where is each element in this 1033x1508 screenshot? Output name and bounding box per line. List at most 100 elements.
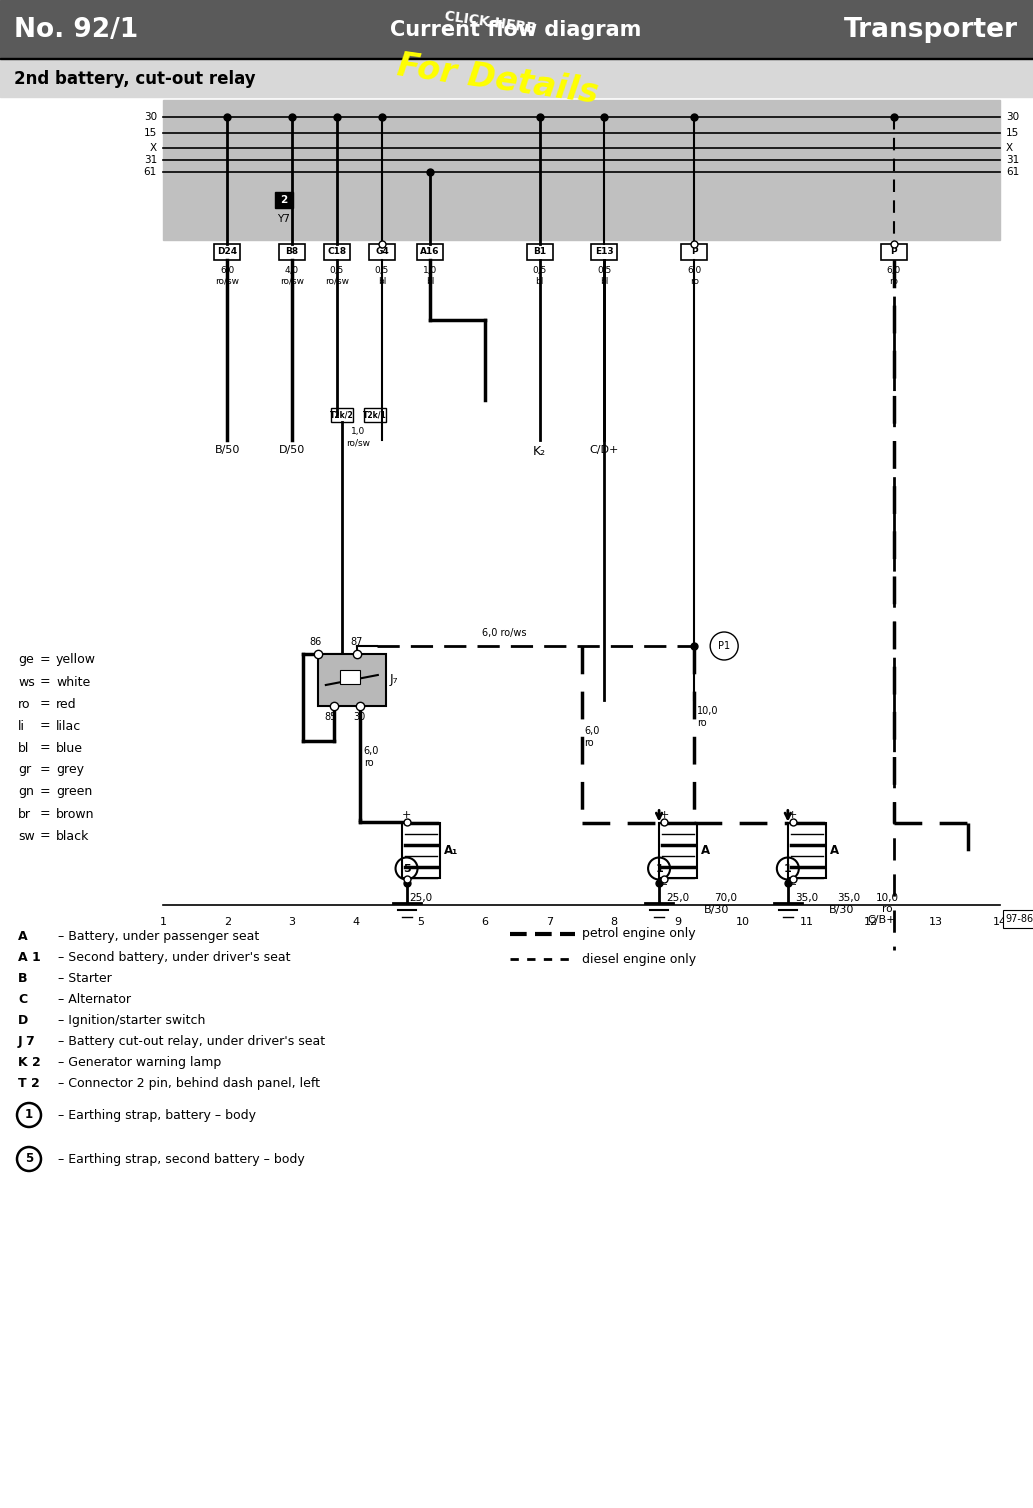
Text: 13: 13 xyxy=(929,917,943,927)
Bar xyxy=(417,244,443,259)
Text: Y7: Y7 xyxy=(277,214,290,225)
Text: gn: gn xyxy=(18,786,34,799)
Text: A: A xyxy=(18,930,28,942)
Bar xyxy=(527,244,553,259)
Bar xyxy=(331,409,353,422)
Text: B8: B8 xyxy=(285,247,299,256)
Bar xyxy=(279,244,305,259)
Bar xyxy=(591,244,617,259)
Text: C: C xyxy=(18,992,27,1006)
Text: 87: 87 xyxy=(350,636,363,647)
Text: 0,5: 0,5 xyxy=(533,265,546,274)
Text: 1: 1 xyxy=(655,864,663,873)
Bar xyxy=(402,822,439,878)
Text: No. 92/1: No. 92/1 xyxy=(14,17,138,44)
Text: – Ignition/starter switch: – Ignition/starter switch xyxy=(58,1013,206,1027)
Text: blue: blue xyxy=(56,742,83,754)
Text: ro: ro xyxy=(881,905,893,914)
Text: =: = xyxy=(40,698,51,710)
Text: lilac: lilac xyxy=(56,719,82,733)
Text: ro/sw: ro/sw xyxy=(324,277,349,287)
Text: 6,0: 6,0 xyxy=(886,265,901,274)
Text: C/D+: C/D+ xyxy=(590,445,619,455)
Text: ro/sw: ro/sw xyxy=(346,437,371,446)
Text: 1,0: 1,0 xyxy=(424,265,437,274)
Text: 25,0: 25,0 xyxy=(666,893,690,902)
Text: =: = xyxy=(40,829,51,843)
Bar xyxy=(275,192,292,208)
Text: ro: ro xyxy=(18,698,31,710)
Text: 61: 61 xyxy=(144,167,157,176)
Text: ro: ro xyxy=(364,759,374,768)
Text: 0,5: 0,5 xyxy=(375,265,389,274)
Text: – Earthing strap, battery – body: – Earthing strap, battery – body xyxy=(58,1108,256,1122)
Bar xyxy=(215,244,241,259)
Text: =: = xyxy=(40,653,51,667)
Text: grey: grey xyxy=(56,763,84,777)
Text: A₁: A₁ xyxy=(443,843,458,857)
Text: diesel engine only: diesel engine only xyxy=(582,953,696,965)
Text: A: A xyxy=(829,843,839,857)
Text: K₂: K₂ xyxy=(533,445,546,458)
Text: 6,0: 6,0 xyxy=(585,725,600,736)
Text: ge: ge xyxy=(18,653,34,667)
Text: B: B xyxy=(18,973,28,985)
Bar xyxy=(1003,909,1033,927)
Text: =: = xyxy=(40,719,51,733)
Text: 6,0: 6,0 xyxy=(220,265,234,274)
Text: =: = xyxy=(40,786,51,799)
Text: +: + xyxy=(659,810,668,820)
Text: – Starter: – Starter xyxy=(58,973,112,985)
Text: P: P xyxy=(890,247,897,256)
Text: +: + xyxy=(402,810,411,820)
Text: =: = xyxy=(40,742,51,754)
Bar xyxy=(788,822,825,878)
Text: red: red xyxy=(56,698,76,710)
Text: 3: 3 xyxy=(288,917,295,927)
Text: ro: ro xyxy=(690,277,698,287)
Text: 2: 2 xyxy=(280,195,287,205)
Text: 1: 1 xyxy=(25,1108,33,1122)
Text: 30: 30 xyxy=(353,712,366,722)
Text: bl: bl xyxy=(535,277,543,287)
Text: =: = xyxy=(40,807,51,820)
Bar xyxy=(681,244,708,259)
Text: 25,0: 25,0 xyxy=(409,893,432,902)
Text: 85: 85 xyxy=(324,712,337,722)
Text: K 2: K 2 xyxy=(18,1056,40,1069)
Text: –: – xyxy=(790,879,795,890)
Text: 0,5: 0,5 xyxy=(330,265,344,274)
Text: –: – xyxy=(661,879,667,890)
Bar xyxy=(881,244,907,259)
Text: gr: gr xyxy=(18,763,31,777)
Text: 6,0 ro/ws: 6,0 ro/ws xyxy=(482,627,527,638)
Text: ro: ro xyxy=(889,277,899,287)
Text: Transporter: Transporter xyxy=(844,17,1018,44)
Bar xyxy=(0,97,1033,905)
Text: P1: P1 xyxy=(718,641,730,651)
Text: 1,0: 1,0 xyxy=(351,427,366,436)
Text: B/30: B/30 xyxy=(703,905,728,915)
Text: G4: G4 xyxy=(375,247,388,256)
Text: 2: 2 xyxy=(224,917,231,927)
Text: 86: 86 xyxy=(310,636,322,647)
Text: Current flow diagram: Current flow diagram xyxy=(390,20,641,41)
Text: – Earthing strap, second battery – body: – Earthing strap, second battery – body xyxy=(58,1152,305,1166)
Text: bl: bl xyxy=(18,742,29,754)
Text: A16: A16 xyxy=(420,247,440,256)
Text: 11: 11 xyxy=(800,917,814,927)
Text: 30: 30 xyxy=(1006,112,1020,122)
Text: T 2: T 2 xyxy=(18,1077,39,1090)
Bar xyxy=(659,822,697,878)
Text: 4,0: 4,0 xyxy=(285,265,299,274)
Text: white: white xyxy=(56,676,90,689)
Text: 35,0: 35,0 xyxy=(838,893,860,902)
Text: black: black xyxy=(56,829,90,843)
Text: J 7: J 7 xyxy=(18,1034,36,1048)
Text: sw: sw xyxy=(18,829,35,843)
Text: – Generator warning lamp: – Generator warning lamp xyxy=(58,1056,221,1069)
Text: 1: 1 xyxy=(159,917,166,927)
Text: 14: 14 xyxy=(993,917,1007,927)
Text: 5: 5 xyxy=(25,1152,33,1166)
Bar xyxy=(0,0,1033,57)
